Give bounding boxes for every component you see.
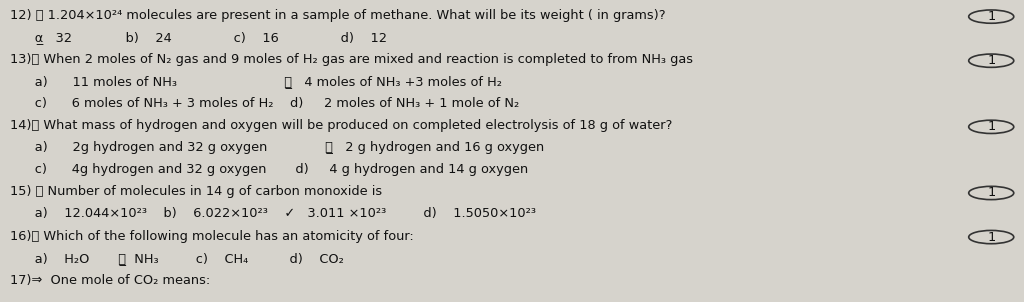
Text: 1: 1 bbox=[987, 54, 995, 67]
Text: 15) ⓒ Number of molecules in 14 g of carbon monoxide is: 15) ⓒ Number of molecules in 14 g of car… bbox=[10, 185, 382, 198]
Text: c)      4g hydrogen and 32 g oxygen       d)     4 g hydrogen and 14 g oxygen: c) 4g hydrogen and 32 g oxygen d) 4 g hy… bbox=[10, 163, 528, 176]
Text: 1: 1 bbox=[987, 230, 995, 244]
Text: 14)ⓑ What mass of hydrogen and oxygen will be produced on completed electrolysis: 14)ⓑ What mass of hydrogen and oxygen wi… bbox=[10, 119, 673, 132]
Text: 13)ⓑ When 2 moles of N₂ gas and 9 moles of H₂ gas are mixed and reaction is comp: 13)ⓑ When 2 moles of N₂ gas and 9 moles … bbox=[10, 53, 693, 66]
Text: 1: 1 bbox=[987, 186, 995, 200]
Text: 17)⇒  One mole of CO₂ means:: 17)⇒ One mole of CO₂ means: bbox=[10, 274, 211, 287]
Text: 1: 1 bbox=[987, 120, 995, 133]
Text: a)      2g hydrogen and 32 g oxygen              ⓑ̲   2 g hydrogen and 16 g oxyg: a) 2g hydrogen and 32 g oxygen ⓑ̲ 2 g hy… bbox=[10, 141, 545, 154]
Text: c)      6 moles of NH₃ + 3 moles of H₂    d)     2 moles of NH₃ + 1 mole of N₂: c) 6 moles of NH₃ + 3 moles of H₂ d) 2 m… bbox=[10, 97, 519, 110]
Text: a)      11 moles of NH₃                          ⓑ̲   4 moles of NH₃ +3 moles of: a) 11 moles of NH₃ ⓑ̲ 4 moles of NH₃ +3 … bbox=[10, 75, 502, 88]
Text: 1: 1 bbox=[987, 10, 995, 23]
Text: a)    H₂O       ⓑ̲  NH₃         c)    CH₄          d)    CO₂: a) H₂O ⓑ̲ NH₃ c) CH₄ d) CO₂ bbox=[10, 252, 344, 265]
Text: 12) ⓐ 1.204×10²⁴ molecules are present in a sample of methane. What will be its : 12) ⓐ 1.204×10²⁴ molecules are present i… bbox=[10, 9, 666, 22]
Text: a)    12.044×10²³    b)    6.022×10²³    ✓   3.011 ×10²³         d)    1.5050×10: a) 12.044×10²³ b) 6.022×10²³ ✓ 3.011 ×10… bbox=[10, 207, 537, 220]
Text: 16)ⓑ Which of the following molecule has an atomicity of four:: 16)ⓑ Which of the following molecule has… bbox=[10, 230, 414, 243]
Text: α̲   32             b)    24               c)    16               d)    12: α̲ 32 b) 24 c) 16 d) 12 bbox=[10, 31, 387, 44]
